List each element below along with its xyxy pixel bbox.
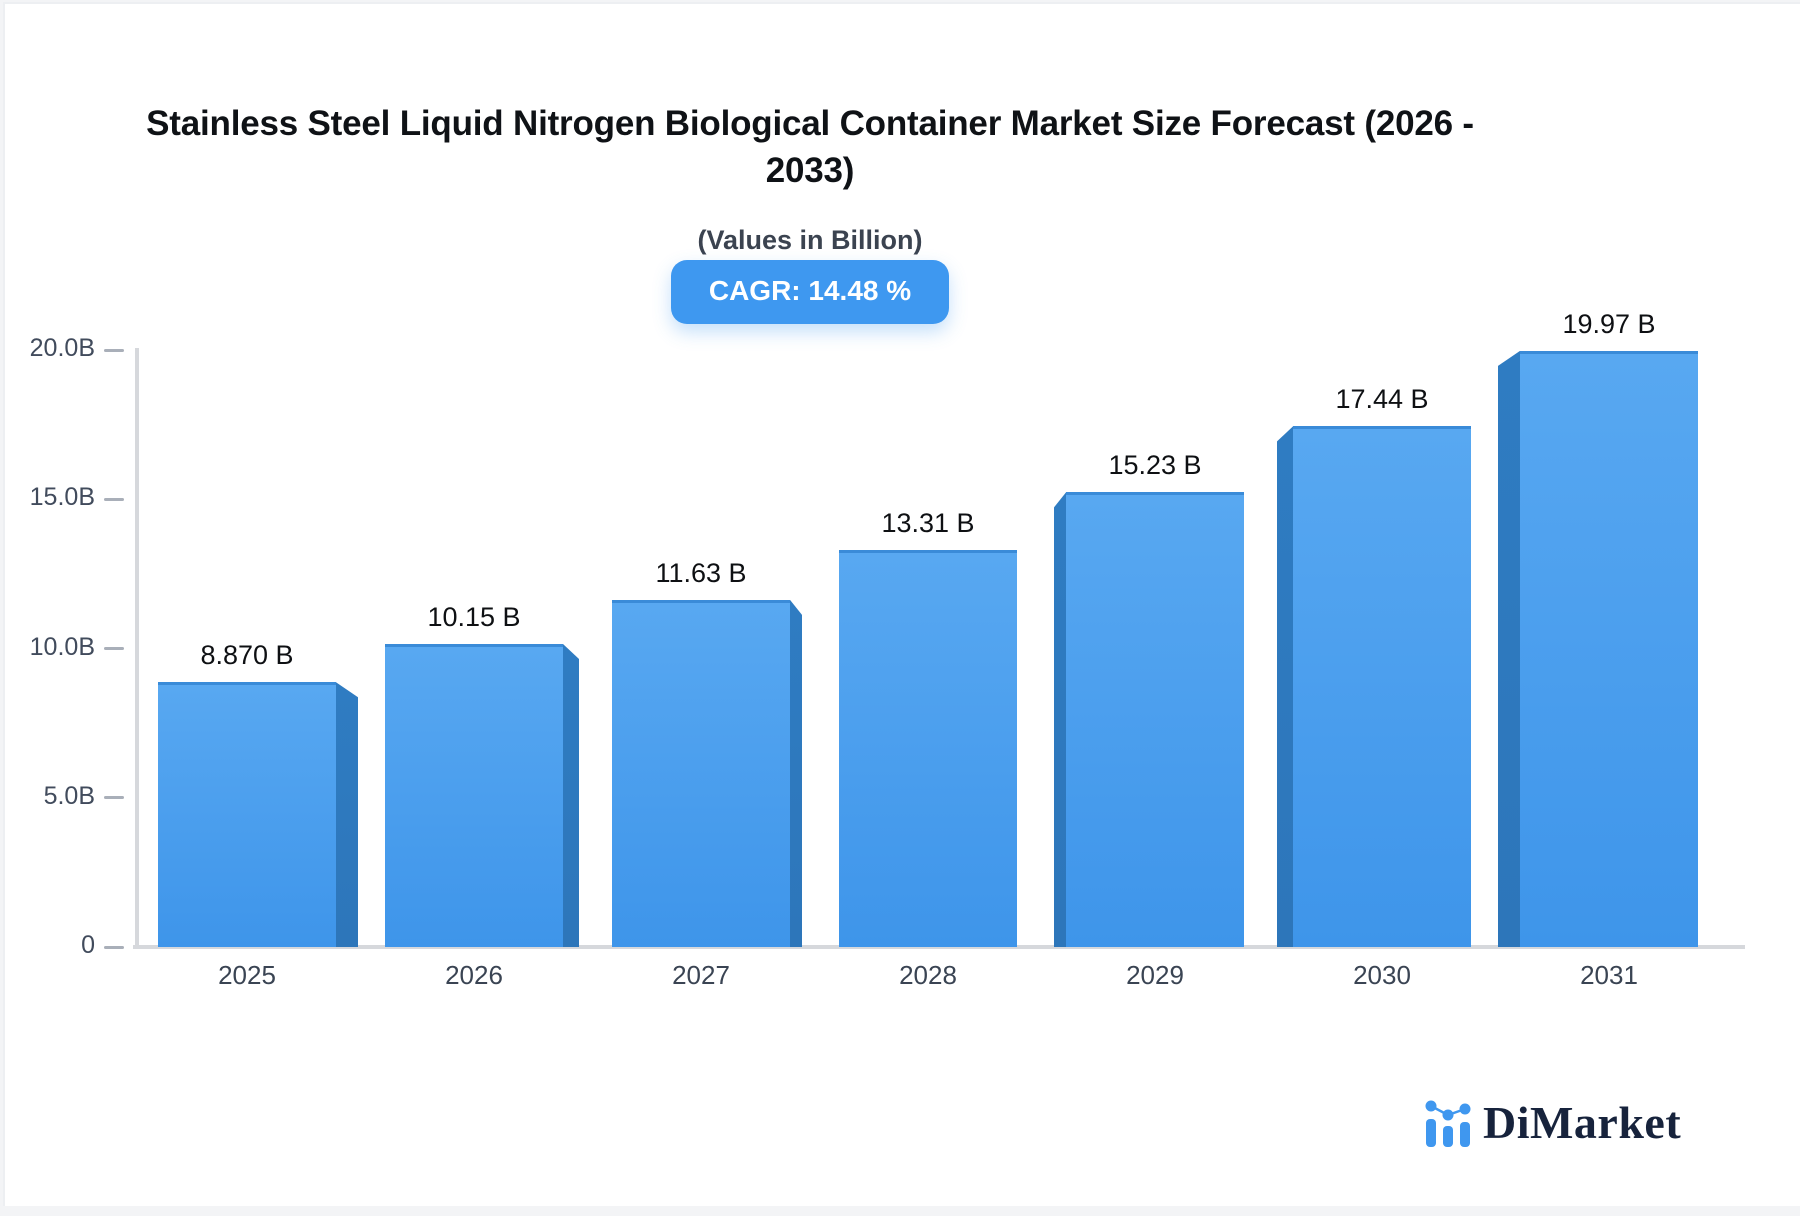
bar-2031: [1520, 350, 1698, 947]
bar-value-label: 19.97 B: [1562, 308, 1656, 339]
x-axis-label-2027: 2027: [672, 960, 730, 990]
cagr-badge: CAGR: 14.48 %: [670, 260, 950, 324]
brand-logo-text: DiMarket: [1483, 1097, 1682, 1148]
chart-subtitle: (Values in Billion): [697, 225, 923, 255]
bar-2030: [1293, 426, 1471, 947]
brand-logo: DiMarket: [1425, 1098, 1681, 1148]
bar-chart: 20.0B 15.0B 10.0B 5.0B 0 8.870 B 10.15 B 11.63…: [5, 4, 1800, 1216]
y-tick-mark: [104, 497, 124, 501]
x-axis-label-2026: 2026: [445, 960, 503, 990]
bar-2027: [612, 599, 790, 947]
bar-value-label: 8.870 B: [200, 640, 294, 671]
x-axis-label-2028: 2028: [899, 960, 957, 990]
y-tick-label: 20.0B: [29, 334, 95, 362]
bar-value-label: 11.63 B: [655, 557, 747, 588]
y-axis-line: [135, 348, 139, 948]
bar-3d-side: [1498, 350, 1520, 947]
bar-value-label: 13.31 B: [881, 507, 975, 538]
chart-title: Stainless Steel Liquid Nitrogen Biologic…: [146, 104, 1474, 190]
y-tick-label: 0: [81, 931, 95, 959]
bar-3d-side: [790, 599, 802, 947]
bar-2029: [1066, 492, 1244, 947]
bar-2028: [839, 549, 1017, 947]
bar-3d-side: [1277, 426, 1293, 947]
x-axis-line: [133, 945, 1745, 949]
bar-3d-side: [336, 682, 358, 947]
bar-2026: [385, 644, 563, 947]
chart-card: Stainless Steel Liquid Nitrogen Biologic…: [3, 2, 1800, 1206]
y-tick-label: 5.0B: [43, 781, 95, 810]
bar-3d-side: [563, 644, 579, 947]
x-axis-label-2029: 2029: [1126, 960, 1184, 990]
x-axis-label-2031: 2031: [1580, 960, 1638, 990]
brand-logo-icon: [1425, 1100, 1471, 1147]
y-tick-label: 15.0B: [29, 483, 95, 512]
bar-value-label: 17.44 B: [1335, 384, 1429, 415]
x-axis-label-2030: 2030: [1353, 960, 1411, 990]
y-tick-mark: [104, 945, 124, 949]
bar-value-label: 15.23 B: [1108, 450, 1202, 481]
y-tick-label: 10.0B: [29, 632, 95, 661]
y-tick-mark: [104, 647, 124, 650]
y-tick-mark: [104, 796, 124, 800]
bar-3d-side: [1054, 492, 1066, 947]
bar-value-label: 10.15 B: [427, 602, 521, 633]
bar-2025: [158, 682, 336, 947]
x-axis-label-2025: 2025: [218, 960, 276, 990]
chart-header: Stainless Steel Liquid Nitrogen Biologic…: [5, 4, 1615, 324]
y-tick-mark: [104, 348, 124, 352]
